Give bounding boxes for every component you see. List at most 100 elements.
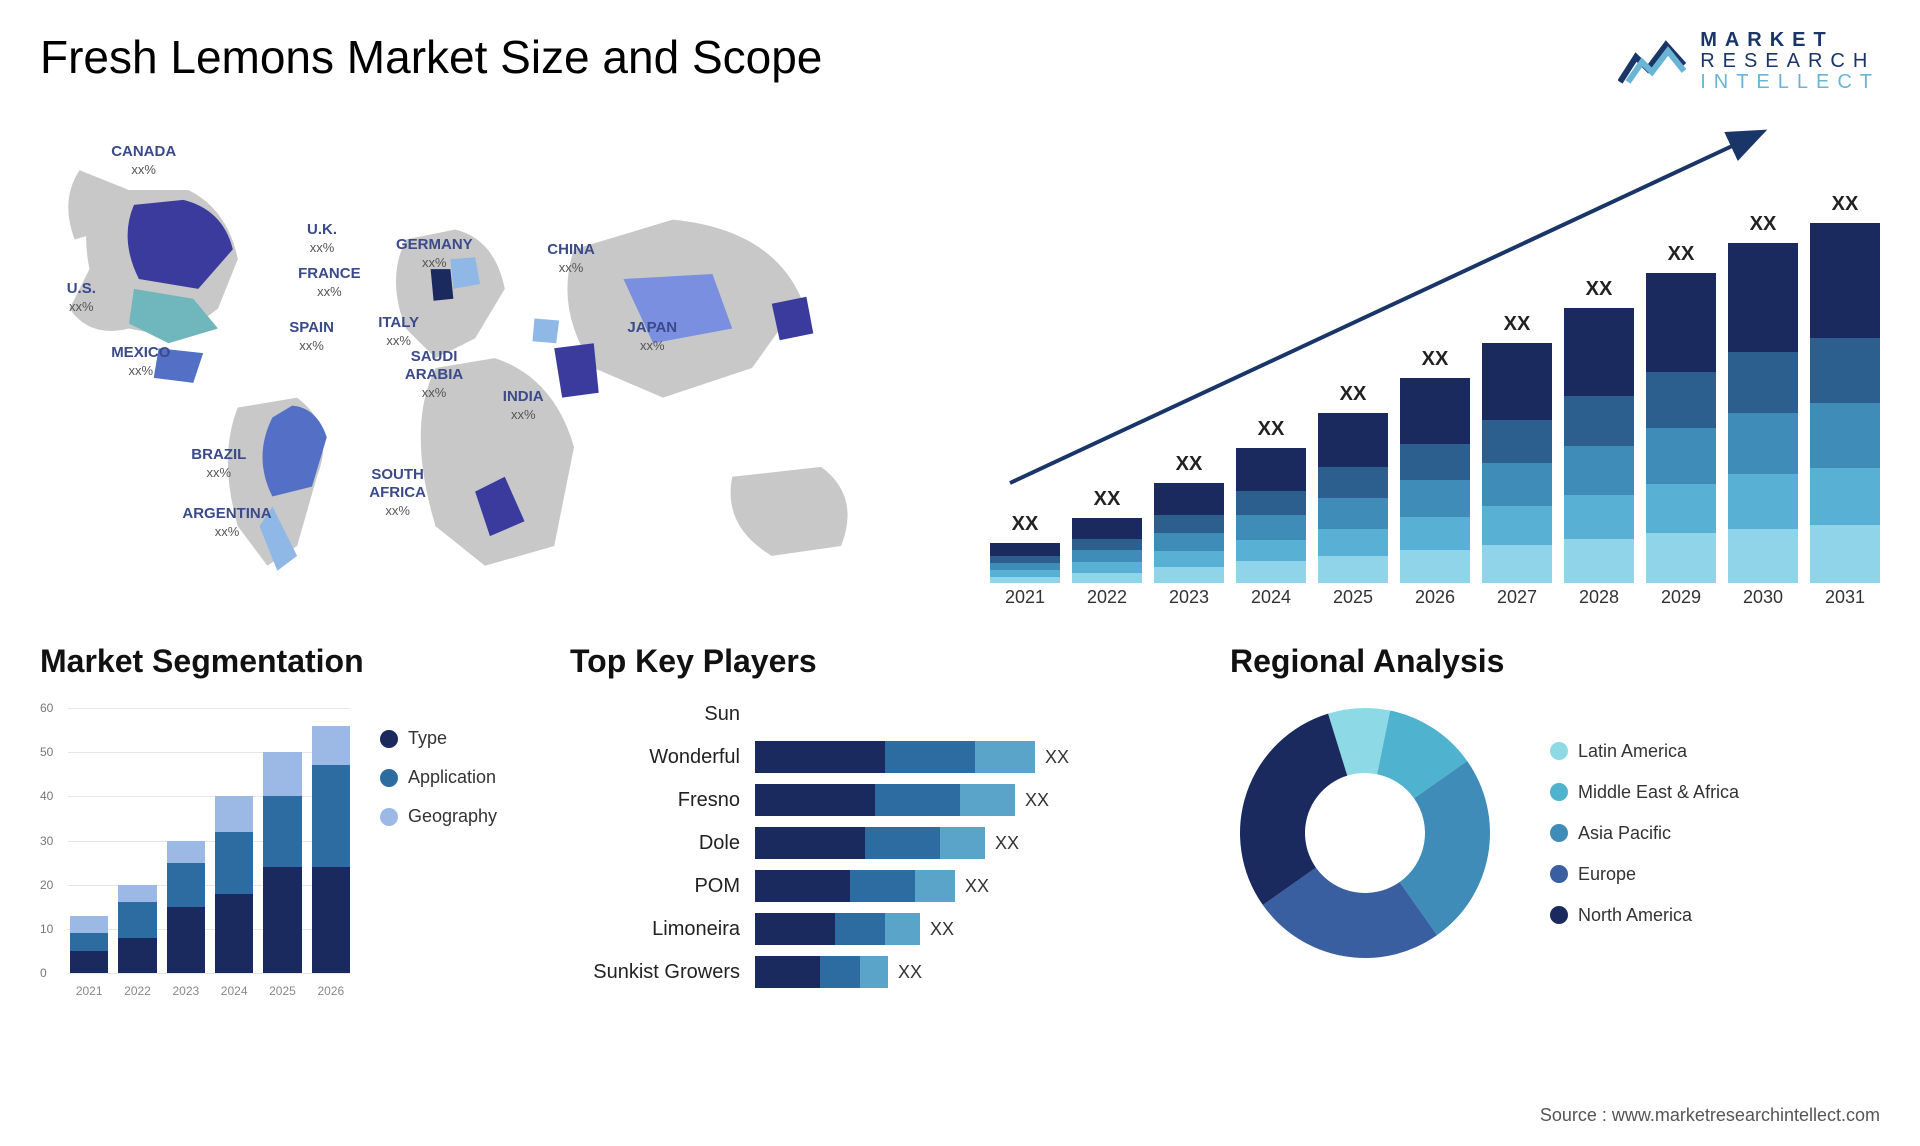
kp-value: XX	[965, 876, 989, 897]
key-players-bars: XX XX XX XX XX XX	[755, 698, 1200, 988]
forecast-bar: XX	[1564, 308, 1634, 583]
forecast-bar-label: XX	[1154, 453, 1224, 476]
map-label: CANADAxx%	[111, 143, 176, 179]
logo-line1: MARKET	[1700, 30, 1880, 51]
seg-ytick: 10	[40, 922, 53, 936]
seg-ytick: 30	[40, 834, 53, 848]
forecast-year-label: 2021	[990, 587, 1060, 613]
seg-legend-item: Application	[380, 767, 497, 788]
map-label: BRAZILxx%	[191, 446, 246, 482]
regional-panel: Regional Analysis Latin AmericaMiddle Ea…	[1230, 643, 1880, 1023]
page-title: Fresh Lemons Market Size and Scope	[40, 30, 822, 84]
forecast-bar: XX	[1810, 223, 1880, 583]
source-text: Source : www.marketresearchintellect.com	[1540, 1105, 1880, 1126]
kp-label: POM	[694, 870, 740, 902]
seg-xlabel: 2023	[167, 984, 205, 998]
kp-label: Wonderful	[649, 741, 740, 773]
regional-legend-item: Latin America	[1550, 741, 1739, 762]
map-label: FRANCExx%	[298, 265, 361, 301]
seg-bar	[167, 841, 205, 973]
kp-value: XX	[1025, 790, 1049, 811]
segmentation-panel: Market Segmentation 01020304050602021202…	[40, 643, 540, 1023]
seg-xlabel: 2022	[118, 984, 156, 998]
map-label: MEXICOxx%	[111, 344, 170, 380]
map-label: SPAINxx%	[289, 319, 334, 355]
logo-line3: INTELLECT	[1700, 72, 1880, 93]
forecast-bar: XX	[1728, 243, 1798, 583]
regional-legend-item: Middle East & Africa	[1550, 782, 1739, 803]
seg-xlabel: 2026	[312, 984, 350, 998]
map-label: SOUTHAFRICAxx%	[369, 466, 426, 520]
seg-bar	[118, 885, 156, 973]
logo-mark-icon	[1618, 37, 1688, 87]
kp-row: XX	[755, 870, 1200, 902]
seg-bar	[215, 796, 253, 973]
forecast-bar-label: XX	[1646, 243, 1716, 266]
forecast-year-label: 2031	[1810, 587, 1880, 613]
seg-ytick: 60	[40, 701, 53, 715]
logo-line2: RESEARCH	[1700, 51, 1880, 72]
forecast-year-label: 2022	[1072, 587, 1142, 613]
map-label: SAUDIARABIAxx%	[405, 348, 463, 402]
seg-ytick: 50	[40, 745, 53, 759]
kp-label: Fresno	[678, 784, 740, 816]
map-label: CHINAxx%	[547, 241, 595, 277]
kp-row: XX	[755, 827, 1200, 859]
map-label: ARGENTINAxx%	[182, 505, 271, 541]
kp-label: Limoneira	[652, 913, 740, 945]
seg-bar	[70, 916, 108, 973]
forecast-bar-label: XX	[990, 513, 1060, 536]
forecast-year-label: 2029	[1646, 587, 1716, 613]
map-label: GERMANYxx%	[396, 236, 473, 272]
forecast-bar-label: XX	[1400, 348, 1470, 371]
kp-row: XX	[755, 741, 1200, 773]
key-players-labels: Sun Wonderful Fresno Dole POM Limoneira Sunkis…	[570, 698, 740, 988]
seg-xlabel: 2021	[70, 984, 108, 998]
segmentation-chart: 0102030405060202120222023202420252026	[40, 698, 350, 998]
forecast-year-label: 2025	[1318, 587, 1388, 613]
forecast-year-label: 2026	[1400, 587, 1470, 613]
seg-legend-item: Type	[380, 728, 497, 749]
forecast-year-label: 2024	[1236, 587, 1306, 613]
forecast-year-label: 2027	[1482, 587, 1552, 613]
map-label: U.S.xx%	[67, 280, 96, 316]
map-label: ITALYxx%	[378, 314, 419, 350]
forecast-bar: XX	[1072, 518, 1142, 583]
seg-ytick: 20	[40, 878, 53, 892]
forecast-bar-label: XX	[1318, 383, 1388, 406]
kp-value: XX	[898, 962, 922, 983]
map-label: U.K.xx%	[307, 221, 337, 257]
forecast-bar: XX	[1236, 448, 1306, 583]
forecast-year-label: 2030	[1728, 587, 1798, 613]
regional-legend-item: Asia Pacific	[1550, 823, 1739, 844]
forecast-bar: XX	[1400, 378, 1470, 583]
forecast-bar: XX	[1154, 483, 1224, 583]
kp-row: XX	[755, 784, 1200, 816]
seg-legend-item: Geography	[380, 806, 497, 827]
seg-bar	[263, 752, 301, 973]
kp-value: XX	[995, 833, 1019, 854]
map-label: INDIAxx%	[503, 388, 544, 424]
kp-row: XX	[755, 956, 1200, 988]
seg-xlabel: 2025	[263, 984, 301, 998]
map-label: JAPANxx%	[627, 319, 677, 355]
kp-label: Sun	[704, 698, 740, 730]
forecast-bar-label: XX	[1810, 193, 1880, 216]
kp-value: XX	[930, 919, 954, 940]
regional-legend-item: Europe	[1550, 864, 1739, 885]
segmentation-legend: Type Application Geography	[380, 728, 497, 827]
key-players-panel: Top Key Players SunWonderfulFresnoDolePO…	[570, 643, 1200, 1023]
forecast-bar-label: XX	[1236, 418, 1306, 441]
kp-label: Sunkist Growers	[593, 956, 740, 988]
forecast-bar-label: XX	[1564, 278, 1634, 301]
regional-legend-item: North America	[1550, 905, 1739, 926]
kp-row: XX	[755, 913, 1200, 945]
segmentation-heading: Market Segmentation	[40, 643, 540, 680]
regional-donut-chart	[1230, 698, 1500, 968]
kp-label: Dole	[699, 827, 740, 859]
forecast-bar: XX	[1646, 273, 1716, 583]
forecast-bar: XX	[1318, 413, 1388, 583]
regional-legend: Latin America Middle East & Africa Asia Pa…	[1550, 741, 1739, 926]
kp-value: XX	[1045, 747, 1069, 768]
seg-ytick: 0	[40, 966, 47, 980]
